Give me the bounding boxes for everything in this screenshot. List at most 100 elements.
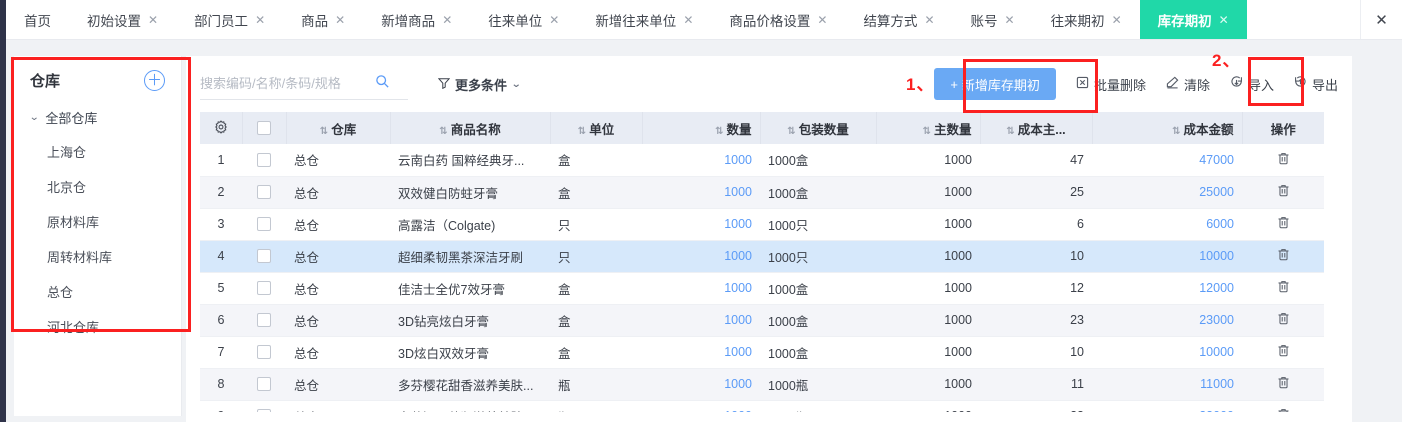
add-warehouse-icon[interactable]: ＋: [144, 70, 165, 91]
row-checkbox[interactable]: [257, 409, 271, 412]
row-checkbox[interactable]: [257, 345, 271, 360]
delete-row-icon[interactable]: [1277, 217, 1290, 232]
row-checkbox[interactable]: [257, 217, 271, 232]
sort-icon[interactable]: ⇅: [1006, 125, 1015, 137]
delete-row-icon[interactable]: [1277, 152, 1290, 168]
cell-action[interactable]: [1242, 144, 1324, 177]
delete-row-icon[interactable]: [1277, 377, 1290, 392]
sidebar-item-warehouse[interactable]: 总仓: [47, 285, 74, 300]
row-checkbox-cell[interactable]: [242, 368, 286, 401]
row-checkbox-cell[interactable]: [242, 144, 286, 177]
row-checkbox-cell[interactable]: [242, 176, 286, 209]
cell-action[interactable]: [1242, 400, 1324, 412]
clear-button[interactable]: 清除: [1166, 75, 1210, 94]
row-checkbox-cell[interactable]: [242, 272, 286, 305]
table-row[interactable]: 4 总仓 超细柔韧黑茶深洁牙刷只 1000 1000只 1000 10 10000: [200, 240, 1324, 273]
row-checkbox-cell[interactable]: [242, 336, 286, 369]
search-input[interactable]: [200, 76, 375, 91]
row-checkbox-cell[interactable]: [242, 240, 286, 273]
sort-icon[interactable]: ⇅: [1172, 125, 1181, 137]
sort-icon[interactable]: ⇅: [577, 125, 587, 137]
table-row[interactable]: 7 总仓 3D炫白双效牙膏盒 1000 1000盒 1000 10 10000: [200, 336, 1324, 369]
table-row[interactable]: 9总仓多芬深层营润滋养美肤瓶10001000瓶10002323000: [200, 400, 1324, 412]
table-row[interactable]: 1 总仓 云南白药 国粹经典牙... 盒 1000 1000盒 1000 47 47000: [200, 144, 1324, 177]
export-button[interactable]: 导出: [1294, 75, 1338, 94]
sort-icon[interactable]: ⇅: [715, 125, 724, 137]
batch-delete-button[interactable]: 批量删除: [1076, 75, 1146, 94]
delete-row-icon[interactable]: [1277, 281, 1290, 296]
tab-close-icon[interactable]: ✕: [335, 13, 346, 27]
tab-item[interactable]: 新增往来单位 ✕: [577, 0, 711, 39]
select-all-checkbox[interactable]: [257, 121, 271, 136]
row-checkbox[interactable]: [257, 281, 271, 296]
col-header-warehouse[interactable]: ⇅ 仓库: [286, 112, 391, 144]
tab-item[interactable]: 首页: [6, 0, 69, 39]
sort-icon[interactable]: ⇅: [787, 125, 796, 137]
import-button[interactable]: 导入: [1230, 75, 1274, 94]
sidebar-item-warehouse[interactable]: 周转材料库: [47, 250, 113, 265]
tab-close-icon[interactable]: ✕: [549, 13, 560, 27]
cell-action[interactable]: [1242, 176, 1324, 209]
select-all-cell[interactable]: [242, 112, 287, 144]
table-row[interactable]: 6 总仓 3D钻亮炫白牙膏盒 1000 1000盒 1000 23 23000: [200, 304, 1324, 337]
sort-icon[interactable]: ⇅: [922, 125, 931, 137]
close-all-tabs-button[interactable]: ✕: [1360, 0, 1402, 39]
cell-action[interactable]: [1242, 272, 1324, 305]
cell-action[interactable]: [1242, 336, 1324, 369]
col-header-cost-main[interactable]: ⇅ 成本主...: [980, 112, 1093, 144]
cell-action[interactable]: [1242, 240, 1324, 273]
cell-action[interactable]: [1242, 304, 1324, 337]
tab-item[interactable]: 部门员工 ✕: [176, 0, 283, 39]
sort-icon[interactable]: ⇅: [439, 125, 448, 137]
cell-action[interactable]: [1242, 208, 1324, 241]
search-icon[interactable]: [375, 74, 390, 93]
sort-icon[interactable]: ⇅: [319, 125, 329, 137]
tab-close-icon[interactable]: ✕: [817, 13, 828, 27]
col-header-unit[interactable]: ⇅ 单位: [550, 112, 643, 144]
more-conditions-button[interactable]: 更多条件 ⌄: [437, 75, 521, 94]
row-checkbox[interactable]: [257, 153, 271, 168]
row-checkbox[interactable]: [257, 249, 271, 264]
gear-icon[interactable]: [214, 119, 228, 137]
tab-item[interactable]: 新增商品 ✕: [363, 0, 470, 39]
row-checkbox-cell[interactable]: [242, 304, 286, 337]
tab-close-icon[interactable]: ✕: [148, 13, 159, 27]
tab-item[interactable]: 商品 ✕: [283, 0, 363, 39]
delete-row-icon[interactable]: [1277, 313, 1290, 328]
row-checkbox[interactable]: [257, 377, 271, 392]
sidebar-item-warehouse[interactable]: 原材料库: [47, 215, 100, 230]
delete-row-icon[interactable]: [1277, 185, 1290, 200]
sidebar-item-warehouse[interactable]: 北京仓: [47, 180, 87, 195]
tab-close-icon[interactable]: ✕: [924, 13, 935, 27]
row-checkbox-cell[interactable]: [242, 400, 286, 412]
row-checkbox-cell[interactable]: [242, 208, 286, 241]
tab-close-icon[interactable]: ✕: [1218, 13, 1229, 27]
tab-item[interactable]: 结算方式 ✕: [845, 0, 952, 39]
tab-close-icon[interactable]: ✕: [683, 13, 694, 27]
tab-item[interactable]: 初始设置 ✕: [69, 0, 176, 39]
col-header-qty[interactable]: ⇅ 数量: [642, 112, 761, 144]
col-header-cost-amount[interactable]: ⇅ 成本金额: [1092, 112, 1243, 144]
row-checkbox[interactable]: [257, 313, 271, 328]
tab-close-icon[interactable]: ✕: [255, 13, 266, 27]
table-settings-cell[interactable]: [200, 112, 243, 144]
tab-item[interactable]: 商品价格设置 ✕: [711, 0, 845, 39]
table-row[interactable]: 3 总仓 高露洁（Colgate) 只 1000 1000只 1000 6 6000: [200, 208, 1324, 241]
tab-close-icon[interactable]: ✕: [442, 13, 453, 27]
col-header-main-qty[interactable]: ⇅ 主数量: [876, 112, 981, 144]
tab-close-icon[interactable]: ✕: [1004, 13, 1015, 27]
tab-item[interactable]: 往来期初 ✕: [1033, 0, 1140, 39]
tab-item[interactable]: 往来单位 ✕: [470, 0, 577, 39]
table-row[interactable]: 2 总仓 双效健白防蛀牙膏盒 1000 1000盒 1000 25 25000: [200, 176, 1324, 209]
tab-item[interactable]: 库存期初 ✕: [1139, 0, 1247, 39]
sidebar-item-warehouse[interactable]: 河北仓库: [47, 320, 100, 335]
tab-close-icon[interactable]: ✕: [1111, 13, 1122, 27]
table-row[interactable]: 8 总仓 多芬樱花甜香滋养美肤... 瓶 1000 1000瓶 1000 11 11000: [200, 368, 1324, 401]
col-header-pack-qty[interactable]: ⇅ 包装数量: [760, 112, 877, 144]
tab-item[interactable]: 账号 ✕: [953, 0, 1033, 39]
table-row[interactable]: 5 总仓 佳洁士全优7效牙膏盒 1000 1000盒 1000 12 12000: [200, 272, 1324, 305]
add-inventory-opening-button[interactable]: + 新增库存期初: [934, 68, 1056, 100]
cell-action[interactable]: [1242, 368, 1324, 401]
sidebar-item-warehouse[interactable]: 上海仓: [47, 145, 87, 160]
col-header-product[interactable]: ⇅ 商品名称: [390, 112, 551, 144]
